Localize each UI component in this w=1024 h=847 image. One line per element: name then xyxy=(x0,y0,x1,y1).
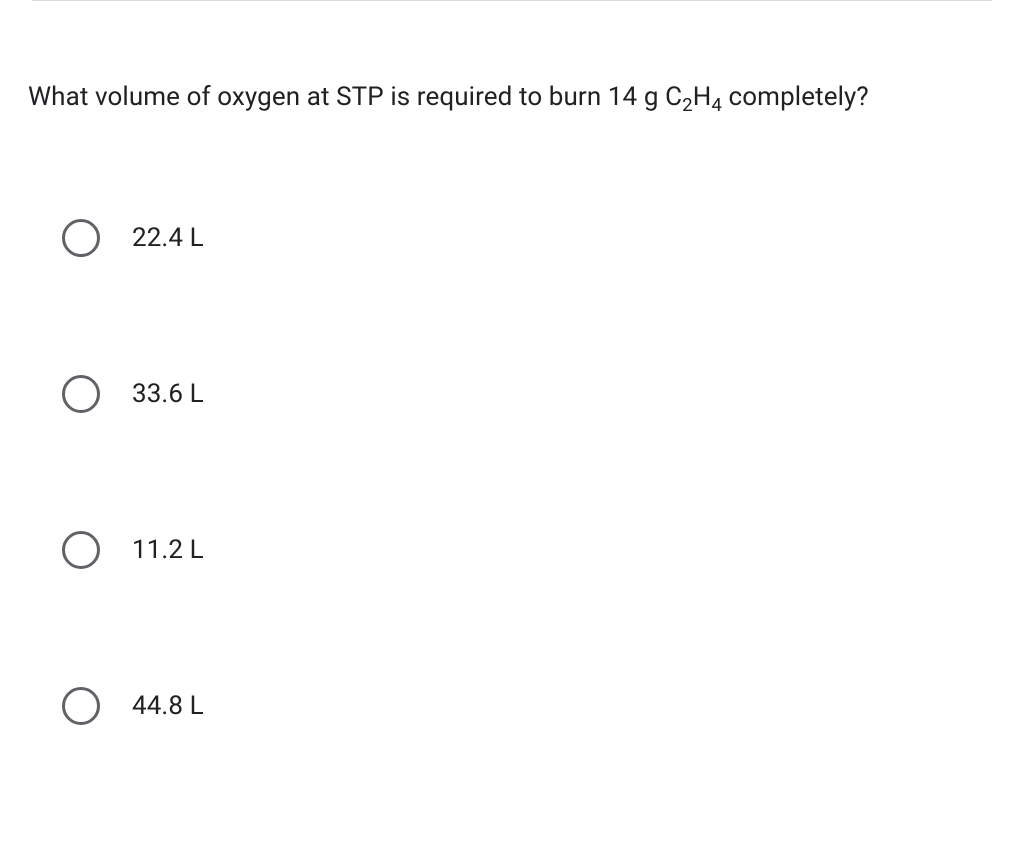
option-row[interactable]: 22.4 L xyxy=(62,219,996,257)
radio-button[interactable] xyxy=(62,687,100,725)
radio-button[interactable] xyxy=(62,531,100,569)
radio-button[interactable] xyxy=(62,375,100,413)
question-container: What volume of oxygen at STP is required… xyxy=(0,0,1024,725)
top-divider xyxy=(32,0,992,1)
question-sub1: 2 xyxy=(682,94,693,116)
option-label: 44.8 L xyxy=(132,691,204,721)
option-row[interactable]: 33.6 L xyxy=(62,375,996,413)
question-part3: completely? xyxy=(722,82,869,112)
radio-button[interactable] xyxy=(62,219,100,257)
question-sub2: 4 xyxy=(711,94,722,116)
option-label: 11.2 L xyxy=(132,535,204,565)
question-part2: H xyxy=(693,82,712,112)
option-label: 22.4 L xyxy=(132,223,204,253)
option-row[interactable]: 44.8 L xyxy=(62,687,996,725)
option-label: 33.6 L xyxy=(132,379,204,409)
question-text: What volume of oxygen at STP is required… xyxy=(28,78,996,119)
options-container: 22.4 L 33.6 L 11.2 L 44.8 L xyxy=(28,219,996,725)
option-row[interactable]: 11.2 L xyxy=(62,531,996,569)
question-part1: What volume of oxygen at STP is required… xyxy=(28,82,682,112)
